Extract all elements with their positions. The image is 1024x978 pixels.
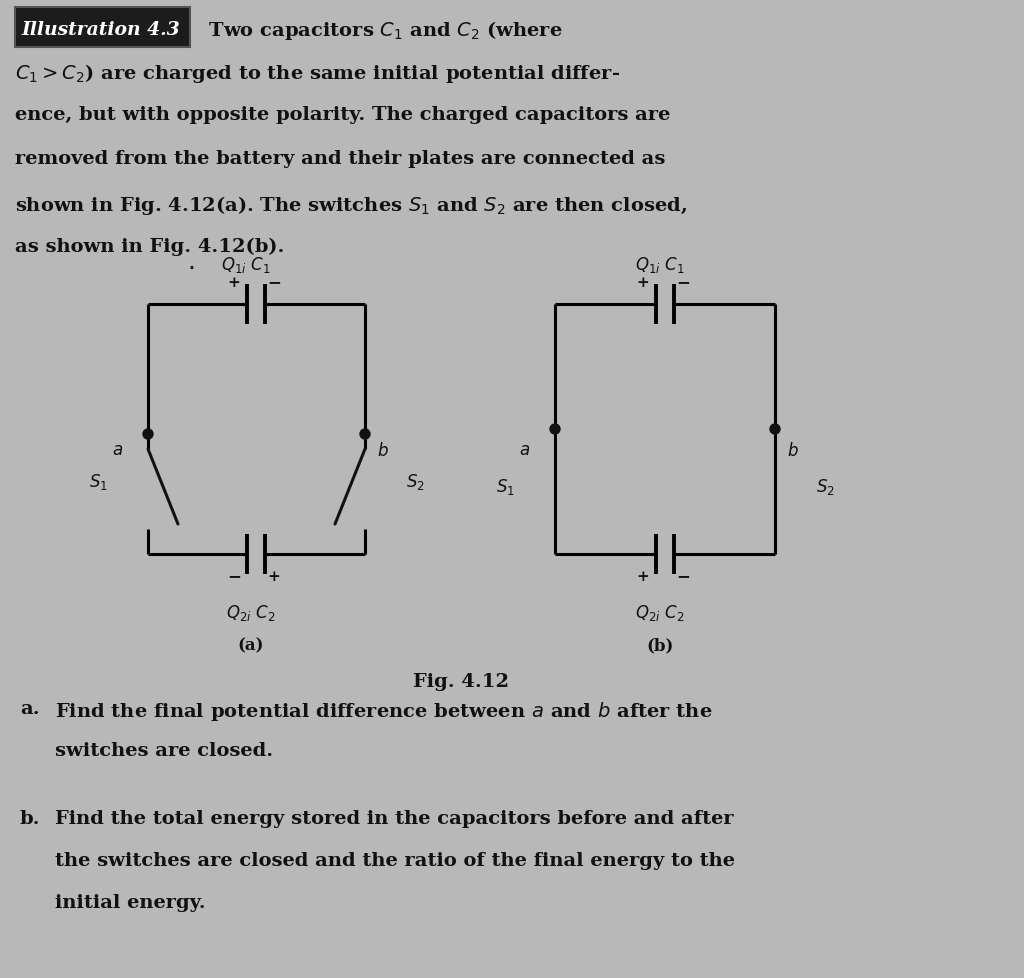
Text: $Q_{1i}\ C_1$: $Q_{1i}\ C_1$ [635, 254, 685, 275]
Text: $S_1$: $S_1$ [496, 476, 514, 497]
Text: $Q_{2i}\ C_2$: $Q_{2i}\ C_2$ [226, 602, 275, 622]
Circle shape [770, 424, 780, 434]
Text: +: + [267, 569, 281, 584]
Text: switches are closed.: switches are closed. [55, 741, 273, 759]
Text: the switches are closed and the ratio of the final energy to the: the switches are closed and the ratio of… [55, 851, 735, 869]
Text: $b$: $b$ [377, 441, 389, 460]
Text: −: − [676, 274, 690, 291]
Text: −: − [676, 568, 690, 585]
Text: shown in Fig. 4.12(a). The switches $S_1$ and $S_2$ are then closed,: shown in Fig. 4.12(a). The switches $S_1… [15, 194, 687, 217]
Text: $a$: $a$ [113, 441, 124, 459]
Text: $S_1$: $S_1$ [88, 471, 108, 492]
Text: b.: b. [20, 809, 41, 827]
Circle shape [550, 424, 560, 434]
Text: $S_2$: $S_2$ [815, 476, 835, 497]
Text: +: + [637, 569, 649, 584]
Circle shape [360, 429, 370, 439]
Circle shape [143, 429, 153, 439]
Text: $C_1 > C_2$) are charged to the same initial potential differ-: $C_1 > C_2$) are charged to the same ini… [15, 62, 620, 85]
FancyBboxPatch shape [15, 8, 190, 48]
Text: ence, but with opposite polarity. The charged capacitors are: ence, but with opposite polarity. The ch… [15, 106, 671, 124]
Text: $Q_{1i}\ C_1$: $Q_{1i}\ C_1$ [221, 254, 270, 275]
Text: Illustration 4.3: Illustration 4.3 [22, 21, 179, 39]
Text: initial energy.: initial energy. [55, 893, 206, 911]
Text: removed from the battery and their plates are connected as: removed from the battery and their plate… [15, 150, 666, 168]
Text: Find the final potential difference between $a$ and $b$ after the: Find the final potential difference betw… [55, 699, 713, 723]
Text: +: + [637, 276, 649, 289]
Text: Two capacitors $C_1$ and $C_2$ (where: Two capacitors $C_1$ and $C_2$ (where [195, 19, 562, 41]
Text: $b$: $b$ [787, 441, 799, 460]
Text: a.: a. [20, 699, 40, 717]
Text: −: − [227, 568, 241, 585]
Text: Find the total energy stored in the capacitors before and after: Find the total energy stored in the capa… [55, 809, 733, 827]
Text: (a): (a) [238, 637, 264, 653]
Text: (b): (b) [646, 637, 674, 653]
Text: ·: · [187, 257, 195, 281]
Text: $a$: $a$ [519, 441, 530, 459]
Text: −: − [267, 274, 281, 291]
Text: Fig. 4.12: Fig. 4.12 [413, 672, 509, 690]
Text: $S_2$: $S_2$ [406, 471, 424, 492]
Text: as shown in Fig. 4.12(b).: as shown in Fig. 4.12(b). [15, 238, 285, 256]
Text: $Q_{2i}\ C_2$: $Q_{2i}\ C_2$ [635, 602, 685, 622]
Text: +: + [227, 276, 241, 289]
